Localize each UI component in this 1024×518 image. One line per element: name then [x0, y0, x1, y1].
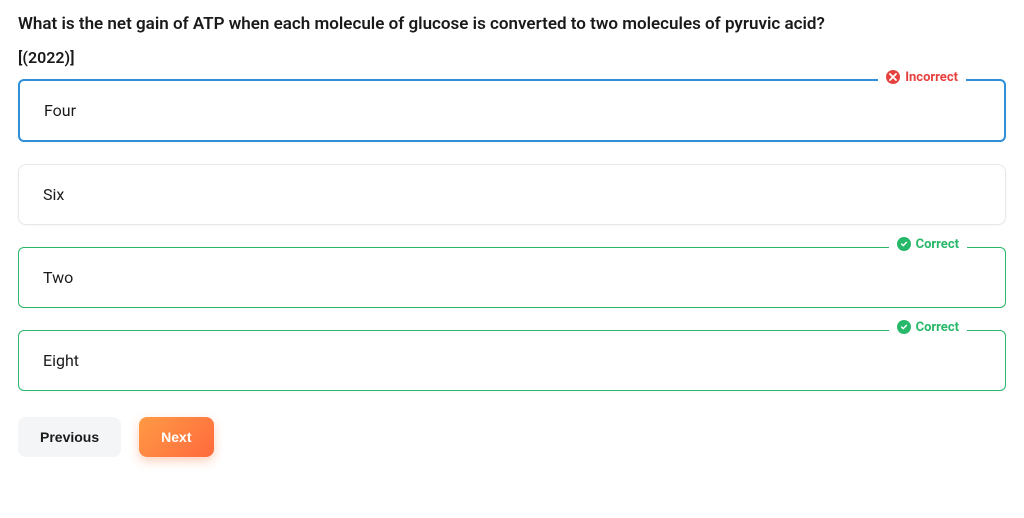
nav-buttons: Previous Next	[18, 417, 1006, 457]
option-six[interactable]: Six	[18, 164, 1006, 225]
check-icon	[897, 320, 911, 334]
question-text: What is the net gain of ATP when each mo…	[18, 12, 1006, 38]
previous-button[interactable]: Previous	[18, 417, 121, 457]
status-badge: Incorrect	[878, 70, 966, 85]
option-four[interactable]: Incorrect Four	[18, 79, 1006, 142]
option-label: Two	[43, 268, 73, 287]
option-label: Four	[44, 101, 76, 120]
option-eight[interactable]: Correct Eight	[18, 330, 1006, 391]
badge-label: Correct	[916, 320, 959, 335]
option-two[interactable]: Correct Two	[18, 247, 1006, 308]
options-list: Incorrect Four Six Correct Two Correct E…	[18, 79, 1006, 391]
option-label: Six	[43, 185, 64, 204]
badge-label: Correct	[916, 237, 959, 252]
check-icon	[897, 237, 911, 251]
next-button[interactable]: Next	[139, 417, 213, 457]
x-icon	[886, 70, 900, 84]
status-badge: Correct	[889, 320, 967, 335]
badge-label: Incorrect	[905, 70, 958, 85]
question-year: [(2022)]	[18, 48, 1006, 67]
status-badge: Correct	[889, 237, 967, 252]
option-label: Eight	[43, 351, 79, 370]
